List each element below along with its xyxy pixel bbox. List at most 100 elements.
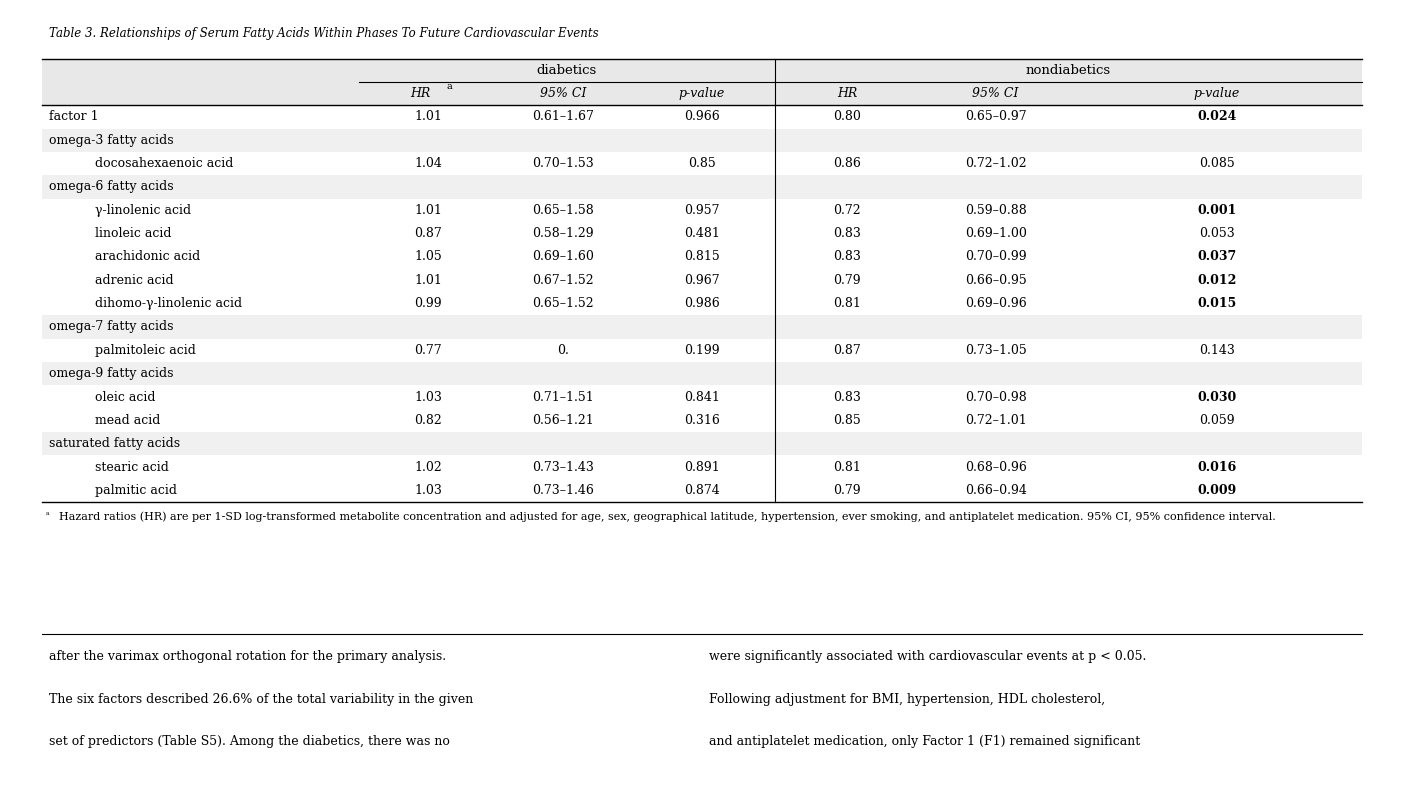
Text: saturated fatty acids: saturated fatty acids	[49, 437, 180, 450]
Text: The six factors described 26.6% of the total variability in the given: The six factors described 26.6% of the t…	[49, 692, 473, 706]
Bar	[42, 152, 1362, 175]
Text: palmitic acid: palmitic acid	[95, 484, 177, 497]
Bar	[42, 432, 1362, 456]
Text: 0.69–1.60: 0.69–1.60	[532, 250, 594, 264]
Text: 0.70–1.53: 0.70–1.53	[532, 157, 594, 170]
Text: 0.66–0.95: 0.66–0.95	[965, 274, 1026, 287]
Bar	[42, 479, 1362, 502]
Text: 1.02: 1.02	[414, 461, 442, 473]
Text: dihomo-γ-linolenic acid: dihomo-γ-linolenic acid	[95, 297, 241, 310]
Text: 0.015: 0.015	[1198, 297, 1237, 310]
Text: docosahexaenoic acid: docosahexaenoic acid	[95, 157, 233, 170]
Text: Table 3. Relationships of Serum Fatty Acids Within Phases To Future Cardiovascul: Table 3. Relationships of Serum Fatty Ac…	[49, 28, 598, 40]
Text: a: a	[446, 82, 452, 91]
Text: after the varimax orthogonal rotation for the primary analysis.: after the varimax orthogonal rotation fo…	[49, 649, 446, 663]
Text: 0.024: 0.024	[1198, 110, 1237, 123]
Text: 0.143: 0.143	[1199, 344, 1234, 357]
Text: 0.68–0.96: 0.68–0.96	[965, 461, 1026, 473]
Text: 0.957: 0.957	[684, 204, 720, 217]
Text: 0.966: 0.966	[684, 110, 720, 123]
Text: 0.86: 0.86	[833, 157, 861, 170]
Bar	[42, 129, 1362, 152]
Text: 1.03: 1.03	[414, 391, 442, 403]
Text: 0.67–1.52: 0.67–1.52	[532, 274, 594, 287]
Text: 0.891: 0.891	[684, 461, 720, 473]
Text: 0.030: 0.030	[1198, 391, 1237, 403]
Text: p-value: p-value	[680, 87, 724, 100]
Text: HR: HR	[837, 87, 858, 100]
Text: stearic acid: stearic acid	[95, 461, 168, 473]
Bar	[42, 362, 1362, 385]
Text: 0.99: 0.99	[414, 297, 442, 310]
Text: 0.79: 0.79	[834, 274, 861, 287]
Text: 0.61–1.67: 0.61–1.67	[532, 110, 594, 123]
Bar	[42, 315, 1362, 339]
Text: 0.58–1.29: 0.58–1.29	[532, 227, 594, 240]
Text: 0.73–1.43: 0.73–1.43	[532, 461, 594, 473]
Text: 0.72–1.02: 0.72–1.02	[965, 157, 1026, 170]
Text: were significantly associated with cardiovascular events at p < 0.05.: were significantly associated with cardi…	[709, 649, 1146, 663]
Text: 0.316: 0.316	[684, 414, 720, 427]
Text: 0.69–1.00: 0.69–1.00	[965, 227, 1026, 240]
Text: 0.012: 0.012	[1198, 274, 1237, 287]
Text: 1.01: 1.01	[414, 274, 442, 287]
Text: 0.87: 0.87	[414, 227, 442, 240]
Text: omega-3 fatty acids: omega-3 fatty acids	[49, 133, 173, 147]
Bar	[42, 106, 1362, 129]
Text: 0.: 0.	[557, 344, 570, 357]
Text: 1.01: 1.01	[414, 204, 442, 217]
Text: Following adjustment for BMI, hypertension, HDL cholesterol,: Following adjustment for BMI, hypertensi…	[709, 692, 1105, 706]
Text: 0.016: 0.016	[1198, 461, 1237, 473]
Text: nondiabetics: nondiabetics	[1026, 64, 1111, 77]
Text: 0.59–0.88: 0.59–0.88	[965, 204, 1026, 217]
Text: omega-7 fatty acids: omega-7 fatty acids	[49, 321, 173, 333]
Bar	[42, 175, 1362, 198]
Text: palmitoleic acid: palmitoleic acid	[95, 344, 195, 357]
Text: 0.72: 0.72	[834, 204, 861, 217]
Text: 0.56–1.21: 0.56–1.21	[532, 414, 594, 427]
Text: 95% CI: 95% CI	[541, 87, 587, 100]
Bar	[42, 385, 1362, 409]
Text: 0.81: 0.81	[833, 297, 861, 310]
Text: 0.967: 0.967	[684, 274, 720, 287]
Text: 0.85: 0.85	[688, 157, 716, 170]
Bar	[42, 245, 1362, 268]
Text: 1.04: 1.04	[414, 157, 442, 170]
Bar	[42, 339, 1362, 362]
Text: 0.82: 0.82	[414, 414, 442, 427]
Text: adrenic acid: adrenic acid	[95, 274, 174, 287]
Text: 0.83: 0.83	[833, 250, 861, 264]
Text: factor 1: factor 1	[49, 110, 98, 123]
Text: 0.81: 0.81	[833, 461, 861, 473]
Text: 0.79: 0.79	[834, 484, 861, 497]
Text: 0.72–1.01: 0.72–1.01	[965, 414, 1026, 427]
Text: 0.841: 0.841	[684, 391, 720, 403]
Text: HR: HR	[410, 87, 431, 100]
Bar	[42, 268, 1362, 292]
Text: omega-6 fatty acids: omega-6 fatty acids	[49, 180, 173, 194]
Text: 0.73–1.05: 0.73–1.05	[965, 344, 1026, 357]
Text: 0.83: 0.83	[833, 227, 861, 240]
Text: 0.65–0.97: 0.65–0.97	[965, 110, 1026, 123]
Text: Hazard ratios (HR) are per 1-SD log-transformed metabolite concentration and adj: Hazard ratios (HR) are per 1-SD log-tran…	[59, 511, 1276, 522]
Text: 0.009: 0.009	[1198, 484, 1237, 497]
Text: 0.87: 0.87	[834, 344, 861, 357]
Text: 0.65–1.52: 0.65–1.52	[532, 297, 594, 310]
Bar	[42, 82, 1362, 106]
Text: omega-9 fatty acids: omega-9 fatty acids	[49, 367, 173, 380]
Text: 0.77: 0.77	[414, 344, 442, 357]
Text: 0.85: 0.85	[834, 414, 861, 427]
Text: 0.874: 0.874	[684, 484, 720, 497]
Text: 0.70–0.99: 0.70–0.99	[965, 250, 1026, 264]
Text: 0.73–1.46: 0.73–1.46	[532, 484, 594, 497]
Bar	[42, 409, 1362, 432]
Text: 0.059: 0.059	[1199, 414, 1234, 427]
Bar	[42, 456, 1362, 479]
Text: and antiplatelet medication, only Factor 1 (F1) remained significant: and antiplatelet medication, only Factor…	[709, 735, 1140, 749]
Text: ᵃ: ᵃ	[46, 511, 49, 520]
Text: 0.986: 0.986	[684, 297, 720, 310]
Bar	[42, 59, 1362, 82]
Text: 0.053: 0.053	[1199, 227, 1234, 240]
Text: γ-linolenic acid: γ-linolenic acid	[95, 204, 191, 217]
Text: oleic acid: oleic acid	[95, 391, 156, 403]
